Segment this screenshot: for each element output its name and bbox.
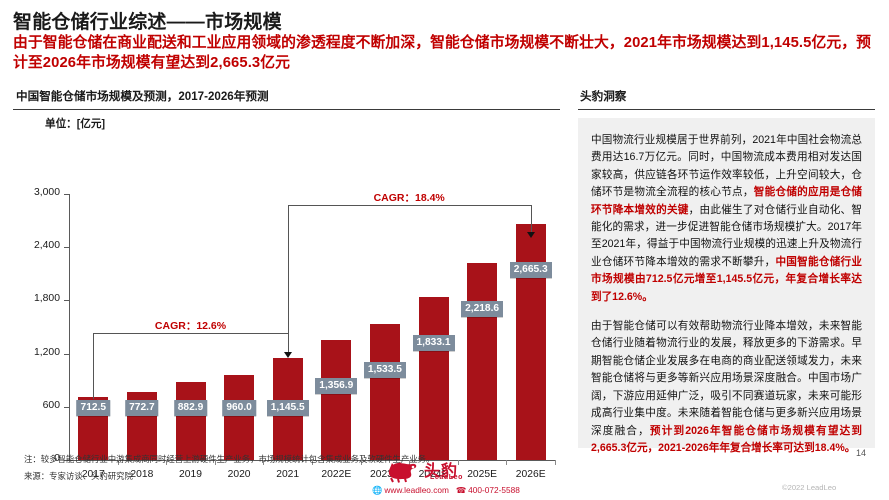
chart-title: 中国智能仓储市场规模及预测，2017-2026年预测 xyxy=(16,90,269,103)
insight-body: 中国物流行业规模居于世界前列，2021年中国社会物流总费用达16.7万亿元。同时… xyxy=(578,118,875,454)
bar[interactable] xyxy=(418,297,449,460)
insight-text: 中国物流行业规模居于世界前列，2021年中国社会物流总费用达16.7万亿元。同时… xyxy=(591,134,862,199)
bar[interactable] xyxy=(224,374,255,460)
bar-value-label: 772.7 xyxy=(125,400,159,416)
x-category-label: 2017 xyxy=(81,469,105,480)
cagr-arrow-icon xyxy=(526,232,535,238)
insight-text: ，由此催生了对仓储行业自动化、智能化的需求，进一步促进智能仓储市场规模扩大。20… xyxy=(591,203,863,268)
x-tick xyxy=(360,460,362,465)
cagr-bracket-stem-right xyxy=(530,205,532,232)
bar[interactable] xyxy=(369,324,400,460)
y-tick-label: 0 xyxy=(54,453,60,464)
insight-highlight-text: 中国智能仓储行业市场规模由712.5亿元增至1,145.5亿元，年复合增长率达到… xyxy=(591,255,862,303)
y-tick-label: 1,200 xyxy=(33,346,60,358)
bar-value-label: 1,145.5 xyxy=(266,400,309,416)
x-category-label: 2023E xyxy=(370,469,400,480)
x-category-label: 2019 xyxy=(179,469,202,480)
y-tick-label: 2,400 xyxy=(33,240,60,252)
insight-paragraph: 中国物流行业规模居于世界前列，2021年中国社会物流总费用达16.7万亿元。同时… xyxy=(591,132,862,306)
logo-text-cn: 头豹 xyxy=(424,463,459,480)
y-tick xyxy=(64,353,69,355)
bar[interactable] xyxy=(321,339,352,460)
chart-note: 注：较多智能仓储行业中游集成商同时经营上游硬件生产业务，市场规模统计包含集成业务… xyxy=(24,454,435,464)
logo-text-en: LeadLeo xyxy=(430,474,463,481)
x-category-label: 2022E xyxy=(321,469,352,480)
cagr-bracket-line xyxy=(287,205,531,206)
y-axis-line xyxy=(69,194,70,460)
chart-plot-area: 0 600 1,200 1,800 2,400 3,000 2017 2018 2019 202… xyxy=(13,138,563,480)
cagr-arrow-icon xyxy=(283,352,292,358)
x-category-label: 2018 xyxy=(130,469,154,480)
y-tick xyxy=(64,406,69,408)
insight-panel: 头豹洞察 中国物流行业规模居于世界前列，2021年中国社会物流总费用达16.7万… xyxy=(578,88,877,454)
page-number: 14 xyxy=(856,448,867,458)
x-tick xyxy=(555,460,556,465)
insight-highlight-text: 智能仓储的应用是仓储环节降本增效的关键 xyxy=(591,186,863,216)
leadleo-logo: 头豹 LeadLeo 🌐 www.leadleo.com ☎ 400-072-558… xyxy=(372,457,562,497)
insight-paragraph: 由于智能仓储可以有效帮助物流行业降本增效，未来智能仓储行业随着物流行业的发展，释… xyxy=(591,318,862,457)
insight-title: 头豹洞察 xyxy=(580,90,627,103)
chart-panel: 中国智能仓储市场规模及预测，2017-2026年预测 单位：[亿元] 0 600 1… xyxy=(13,88,563,480)
insight-title-divider xyxy=(578,109,875,110)
x-category-label: 2024E xyxy=(418,469,449,480)
cagr-bracket-line xyxy=(93,333,288,334)
x-tick xyxy=(166,460,168,465)
y-tick xyxy=(64,194,69,195)
logo-website[interactable]: www.leadleo.com xyxy=(384,485,449,495)
y-tick-label: 1,800 xyxy=(33,293,60,305)
page-subtitle: 由于智能仓储在商业配送和工业应用领域的渗透程度不断加深，智能仓储市场规模不断壮大… xyxy=(13,35,872,71)
bar[interactable] xyxy=(467,263,498,460)
logo-phone: 400-072-5588 xyxy=(468,485,520,495)
x-category-label: 2021 xyxy=(276,469,300,480)
bar-series xyxy=(69,194,555,460)
bar-value-label: 1,356.9 xyxy=(315,377,358,394)
x-category-label: 2026E xyxy=(515,469,546,480)
x-tick xyxy=(214,460,216,465)
x-tick xyxy=(457,460,459,465)
bar-value-label: 882.9 xyxy=(173,400,208,416)
y-tick-label: 3,000 xyxy=(33,187,60,198)
cagr-label: CAGR：18.4% xyxy=(373,192,445,204)
y-tick xyxy=(64,300,69,302)
x-tick xyxy=(117,460,119,465)
copyright-text: ©2022 LeadLeo xyxy=(782,483,837,492)
bar-value-label: 1,533.5 xyxy=(363,362,406,379)
y-tick xyxy=(64,460,69,461)
x-category-label: 2025E xyxy=(467,469,497,480)
leopard-logo-icon xyxy=(388,462,417,483)
cagr-bracket-stem-right xyxy=(287,333,289,352)
bar[interactable] xyxy=(175,381,206,460)
bar-value-label: 2,665.3 xyxy=(509,261,552,278)
bar[interactable] xyxy=(515,223,546,460)
insight-text: 由于智能仓储可以有效帮助物流行业降本增效，未来智能仓储行业随着物流行业的发展，释… xyxy=(591,320,862,437)
logo-contact-line: 🌐 www.leadleo.com ☎ 400-072-5588 xyxy=(372,485,520,496)
cagr-bracket-stem-left xyxy=(287,205,289,333)
x-tick xyxy=(312,460,313,465)
x-category-label: 2020 xyxy=(227,469,251,480)
bar-value-label: 712.5 xyxy=(76,400,111,416)
cagr-label: CAGR：12.6% xyxy=(154,320,227,332)
bar-value-label: 1,833.1 xyxy=(412,335,455,352)
cagr-bracket-stem-left xyxy=(93,333,95,399)
x-tick xyxy=(263,460,265,465)
y-tick xyxy=(64,247,69,249)
bar-value-label: 960.0 xyxy=(222,400,256,416)
chart-source: 来源：专家访谈、头豹研究院 xyxy=(24,471,133,481)
bar-value-label: 2,218.6 xyxy=(461,301,504,318)
globe-icon: 🌐 xyxy=(372,485,383,495)
y-tick-label: 600 xyxy=(42,399,60,411)
x-tick xyxy=(506,460,508,465)
page-title: 智能仓储行业综述——市场规模 xyxy=(13,12,282,33)
insight-highlight-text: 预计到2026年智能仓储市场规模有望达到2,665.3亿元，2021-2026年… xyxy=(591,424,862,454)
x-tick xyxy=(409,460,411,465)
phone-icon: ☎ xyxy=(455,485,467,495)
chart-unit-label: 单位：[亿元] xyxy=(45,118,106,130)
chart-title-divider xyxy=(13,109,560,110)
